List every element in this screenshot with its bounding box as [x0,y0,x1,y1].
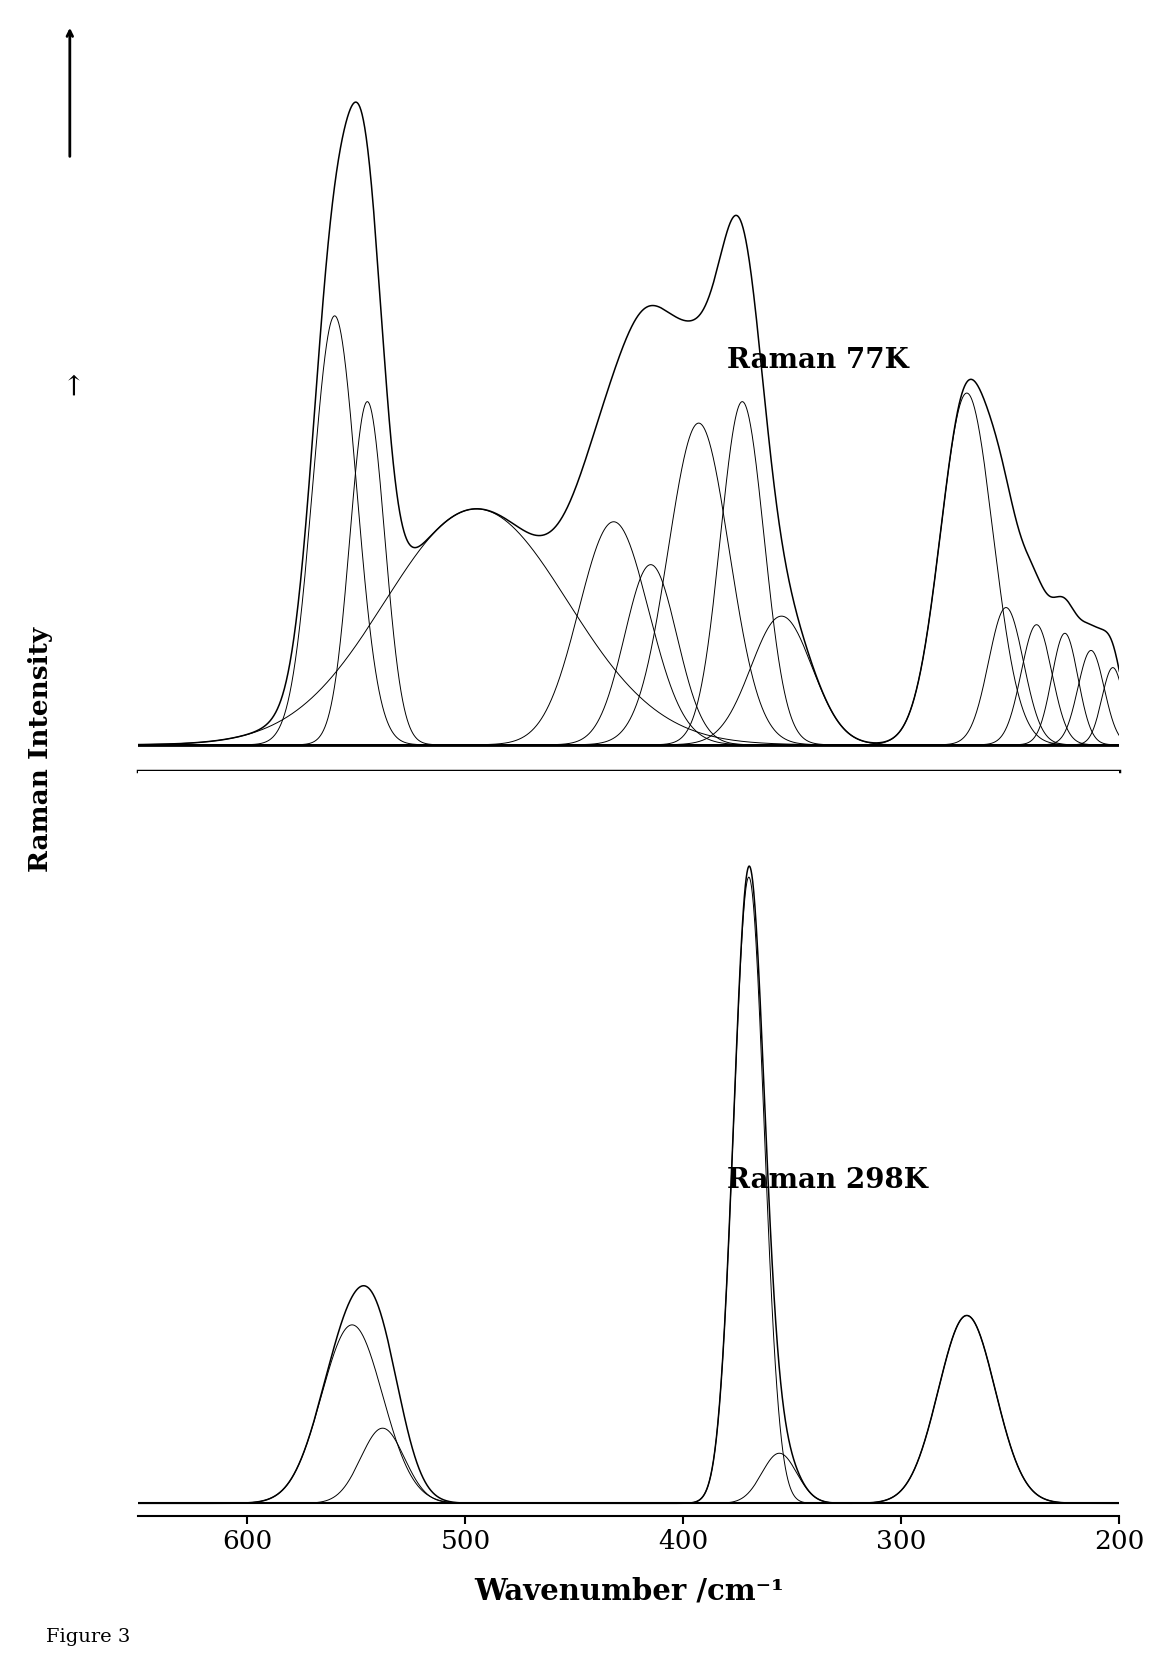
Text: Wavenumber /cm⁻¹: Wavenumber /cm⁻¹ [474,1576,784,1606]
Text: Raman 298K: Raman 298K [727,1168,928,1195]
Text: Raman Intensity: Raman Intensity [28,626,53,873]
Text: Figure 3: Figure 3 [46,1628,130,1646]
Text: Raman 77K: Raman 77K [727,347,908,373]
Text: →: → [61,372,89,395]
